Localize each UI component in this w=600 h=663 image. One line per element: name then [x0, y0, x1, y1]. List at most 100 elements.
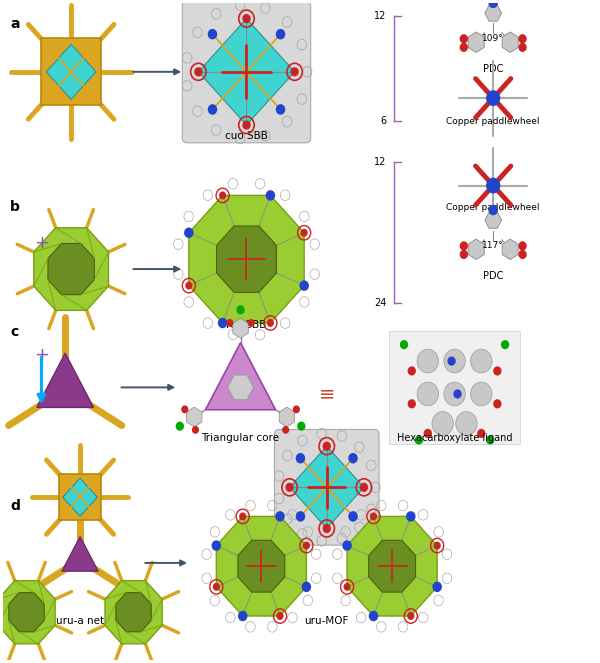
- Circle shape: [488, 0, 498, 8]
- Circle shape: [267, 319, 274, 327]
- Circle shape: [181, 405, 188, 413]
- Circle shape: [275, 511, 285, 522]
- Circle shape: [424, 429, 432, 438]
- Circle shape: [348, 453, 358, 463]
- Circle shape: [239, 512, 246, 520]
- Text: +: +: [34, 234, 49, 252]
- Circle shape: [501, 340, 509, 349]
- Circle shape: [448, 357, 456, 366]
- Circle shape: [219, 192, 226, 200]
- Polygon shape: [502, 239, 518, 260]
- Circle shape: [176, 422, 184, 431]
- Circle shape: [185, 282, 193, 290]
- Circle shape: [433, 581, 442, 592]
- Circle shape: [277, 612, 284, 620]
- Circle shape: [460, 42, 468, 52]
- Circle shape: [323, 524, 331, 533]
- Polygon shape: [206, 343, 275, 410]
- Circle shape: [194, 67, 203, 76]
- FancyBboxPatch shape: [389, 331, 520, 444]
- Circle shape: [323, 442, 331, 451]
- Circle shape: [297, 422, 305, 431]
- Circle shape: [460, 34, 468, 43]
- Circle shape: [407, 367, 416, 375]
- Text: Copper paddlewheel: Copper paddlewheel: [446, 117, 540, 125]
- Circle shape: [192, 426, 199, 434]
- Circle shape: [208, 29, 217, 39]
- Text: b: b: [10, 200, 20, 214]
- Circle shape: [344, 583, 350, 591]
- Text: 109°: 109°: [482, 34, 504, 43]
- Circle shape: [486, 436, 494, 445]
- Polygon shape: [485, 212, 502, 228]
- Polygon shape: [502, 32, 518, 52]
- Circle shape: [369, 611, 378, 621]
- Circle shape: [434, 542, 441, 550]
- Circle shape: [407, 399, 416, 408]
- Circle shape: [286, 483, 294, 492]
- Circle shape: [415, 436, 423, 445]
- Circle shape: [518, 42, 527, 52]
- Circle shape: [242, 121, 251, 130]
- Polygon shape: [227, 375, 253, 400]
- Circle shape: [184, 227, 194, 238]
- Circle shape: [432, 412, 454, 436]
- Polygon shape: [199, 19, 295, 125]
- Text: d: d: [10, 499, 20, 513]
- Circle shape: [208, 104, 217, 115]
- Circle shape: [407, 612, 415, 620]
- Circle shape: [456, 412, 477, 436]
- Polygon shape: [62, 536, 98, 571]
- Circle shape: [301, 229, 308, 237]
- Text: 24: 24: [374, 298, 387, 308]
- Circle shape: [518, 241, 527, 251]
- Polygon shape: [468, 239, 484, 260]
- Polygon shape: [116, 593, 151, 632]
- Polygon shape: [238, 540, 285, 592]
- Circle shape: [370, 512, 377, 520]
- Circle shape: [238, 611, 247, 621]
- Circle shape: [518, 250, 527, 259]
- Text: rco SBB: rco SBB: [226, 320, 266, 330]
- Circle shape: [248, 319, 255, 327]
- Circle shape: [276, 104, 285, 115]
- Text: 6: 6: [380, 116, 387, 126]
- FancyBboxPatch shape: [274, 430, 379, 545]
- Circle shape: [470, 349, 492, 373]
- Circle shape: [360, 483, 368, 492]
- Polygon shape: [105, 581, 162, 644]
- Text: 117°: 117°: [482, 241, 504, 251]
- Circle shape: [493, 399, 502, 408]
- Text: ≡: ≡: [319, 385, 335, 404]
- Circle shape: [406, 511, 416, 522]
- Text: 12: 12: [374, 157, 387, 167]
- Text: Hexacarboxylate ligand: Hexacarboxylate ligand: [397, 433, 512, 443]
- Circle shape: [213, 583, 220, 591]
- Circle shape: [266, 190, 275, 201]
- Circle shape: [343, 540, 352, 551]
- Polygon shape: [187, 407, 202, 427]
- Circle shape: [303, 542, 310, 550]
- Text: Triangular core: Triangular core: [202, 433, 280, 443]
- Circle shape: [282, 426, 289, 434]
- Text: PDC: PDC: [483, 64, 503, 74]
- Polygon shape: [189, 196, 304, 323]
- Polygon shape: [37, 353, 94, 408]
- Circle shape: [444, 349, 465, 373]
- Text: cuo SBB: cuo SBB: [225, 131, 268, 141]
- Circle shape: [417, 382, 439, 406]
- Polygon shape: [485, 5, 502, 21]
- Polygon shape: [279, 407, 295, 427]
- Circle shape: [454, 389, 461, 398]
- Circle shape: [400, 340, 408, 349]
- Circle shape: [488, 205, 498, 215]
- Polygon shape: [217, 516, 307, 616]
- Circle shape: [493, 367, 502, 375]
- Circle shape: [299, 280, 309, 291]
- Text: Copper paddlewheel: Copper paddlewheel: [446, 204, 540, 212]
- Circle shape: [518, 34, 527, 43]
- Circle shape: [460, 250, 468, 259]
- Polygon shape: [34, 227, 109, 310]
- Text: c: c: [10, 325, 18, 339]
- Circle shape: [296, 453, 305, 463]
